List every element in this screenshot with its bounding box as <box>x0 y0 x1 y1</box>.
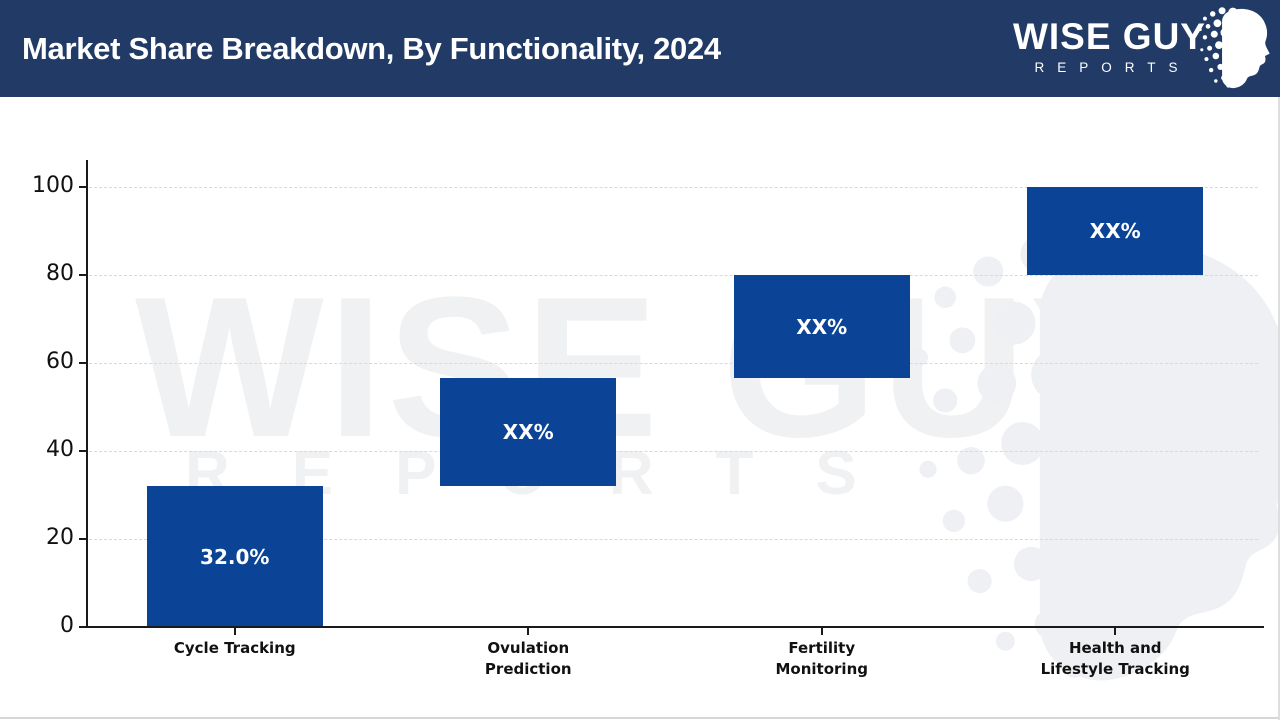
x-tick-mark <box>527 628 530 635</box>
y-tick-mark <box>79 274 86 276</box>
y-tick-label: 20 <box>46 525 74 550</box>
header-bar: Market Share Breakdown, By Functionality… <box>0 0 1280 97</box>
bar-value-label: XX% <box>1089 219 1141 243</box>
gridline <box>89 363 1258 364</box>
gridline <box>89 539 1258 540</box>
y-tick-mark <box>79 538 86 540</box>
logo-wordmark: WISE GUY <box>1012 16 1206 57</box>
y-tick-mark <box>79 450 86 452</box>
page-title: Market Share Breakdown, By Functionality… <box>22 30 721 66</box>
y-tick-mark <box>79 186 86 188</box>
bar-value-label: 32.0% <box>200 544 270 569</box>
y-tick-label: 100 <box>32 173 74 198</box>
gridline <box>89 275 1258 276</box>
logo-head-icon <box>1198 7 1270 89</box>
y-axis-line <box>86 160 88 628</box>
bar: XX% <box>1027 187 1204 275</box>
x-axis-line <box>85 626 1264 628</box>
bar: 32.0% <box>146 486 323 627</box>
bottom-border <box>0 717 1280 719</box>
y-tick-label: 40 <box>46 437 74 462</box>
x-category-label: Cycle Tracking <box>173 639 296 657</box>
y-tick-mark <box>79 626 86 628</box>
logo-text: WISE GUY REPORTS <box>1012 16 1206 75</box>
x-category-label: Health and Lifestyle Tracking <box>1040 639 1190 678</box>
y-tick-label: 0 <box>60 613 74 638</box>
bar-value-label: XX% <box>796 314 848 339</box>
gridline <box>89 187 1258 188</box>
logo-sub: REPORTS <box>1034 59 1191 75</box>
bar-value-label: XX% <box>502 420 554 445</box>
gridline <box>89 451 1258 452</box>
wise-guy-logo: WISE GUY REPORTS <box>1010 5 1272 93</box>
x-category-label: Fertility Monitoring <box>775 639 868 678</box>
x-tick-mark <box>820 628 823 635</box>
x-tick-mark <box>233 628 236 635</box>
x-category-label: Ovulation Prediction <box>484 639 572 678</box>
bar: XX% <box>440 378 617 487</box>
x-tick-mark <box>1114 628 1117 635</box>
y-tick-mark <box>79 362 86 364</box>
bar: XX% <box>733 275 910 379</box>
y-tick-label: 60 <box>46 349 74 374</box>
y-tick-label: 80 <box>46 261 74 286</box>
